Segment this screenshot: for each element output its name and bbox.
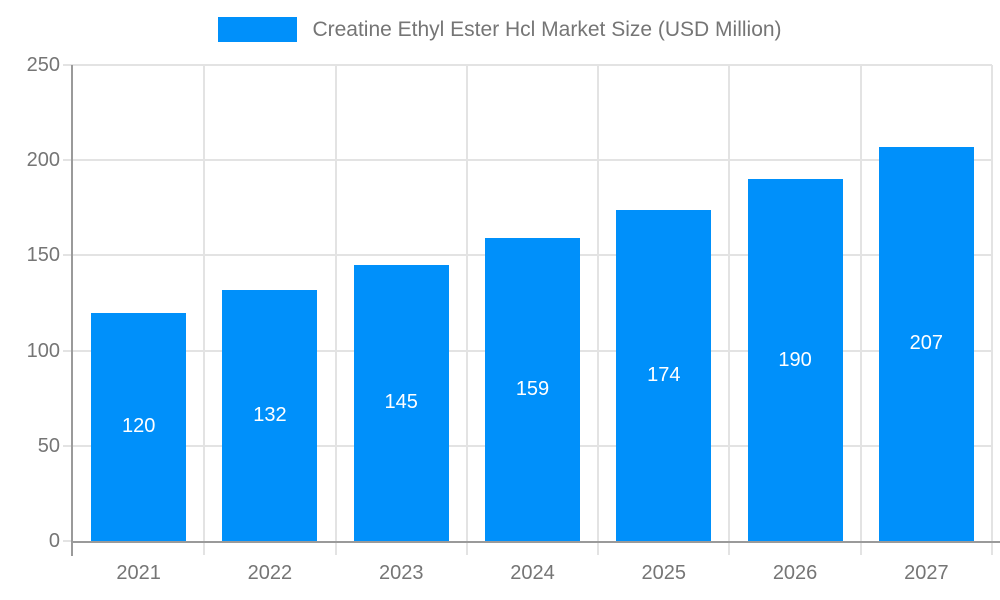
bar-2022[interactable]: 132 <box>222 289 318 541</box>
x-axis-tick <box>991 541 993 555</box>
bar-value-label: 174 <box>647 363 681 386</box>
bar-value-label: 145 <box>384 391 418 414</box>
legend-swatch[interactable] <box>218 17 298 42</box>
x-axis-label: 2023 <box>378 562 424 584</box>
y-axis-label: 50 <box>37 434 60 457</box>
bar-2021[interactable]: 120 <box>91 312 187 541</box>
y-axis-tick <box>63 254 73 257</box>
bar-value-label: 159 <box>515 378 550 401</box>
x-axis-line <box>71 541 1000 543</box>
x-axis-label: 2024 <box>510 562 555 584</box>
x-axis-label: 2022 <box>247 562 293 584</box>
legend-label[interactable]: Creatine Ethyl Ester Hcl Market Size (US… <box>312 17 782 41</box>
gridline-vertical <box>859 65 862 541</box>
x-axis-label: 2025 <box>641 562 687 584</box>
y-axis-label: 0 <box>48 530 60 552</box>
x-axis-tick <box>859 541 862 555</box>
gridline-horizontal <box>73 64 992 66</box>
gridline-vertical <box>597 65 600 541</box>
bar-value-label: 207 <box>909 332 944 355</box>
y-axis-label: 200 <box>26 149 60 172</box>
y-axis-tick <box>63 159 73 162</box>
y-axis-label: 100 <box>26 339 60 362</box>
gridline-horizontal <box>73 159 992 162</box>
gridline-vertical <box>334 65 337 541</box>
bar-2027[interactable]: 207 <box>878 146 974 541</box>
bar-2024[interactable]: 159 <box>485 238 580 541</box>
bar-2023[interactable]: 145 <box>353 264 449 541</box>
gridline-vertical <box>465 65 468 541</box>
plot-area: 0 50 100 150 200 250 2021 120 2022 132 2023 145 2024… <box>27 54 1000 584</box>
y-axis-tick <box>63 444 73 447</box>
y-axis-label: 250 <box>26 54 60 76</box>
x-axis-label: 2026 <box>772 562 818 584</box>
x-axis-label: 2027 <box>904 562 949 584</box>
bar-2026[interactable]: 190 <box>747 179 843 541</box>
gridline-vertical <box>991 65 993 541</box>
x-axis-tick <box>728 541 731 555</box>
bar-value-label: 120 <box>121 415 156 438</box>
x-axis-tick <box>597 541 600 555</box>
legend: Creatine Ethyl Ester Hcl Market Size (US… <box>0 17 1000 42</box>
bar-value-label: 132 <box>253 403 287 426</box>
y-axis-line <box>71 65 73 556</box>
x-axis-tick <box>465 541 468 555</box>
x-axis-label: 2021 <box>116 562 161 584</box>
bar-value-label: 190 <box>778 348 812 371</box>
y-axis-tick <box>63 64 73 66</box>
x-axis-tick <box>334 541 337 555</box>
y-axis-tick <box>63 540 73 542</box>
gridline-vertical <box>728 65 731 541</box>
gridline-vertical <box>203 65 206 541</box>
y-axis-label: 150 <box>26 244 60 267</box>
x-axis-tick <box>203 541 206 555</box>
y-axis-tick <box>63 349 73 352</box>
bar-2025[interactable]: 174 <box>616 209 712 541</box>
